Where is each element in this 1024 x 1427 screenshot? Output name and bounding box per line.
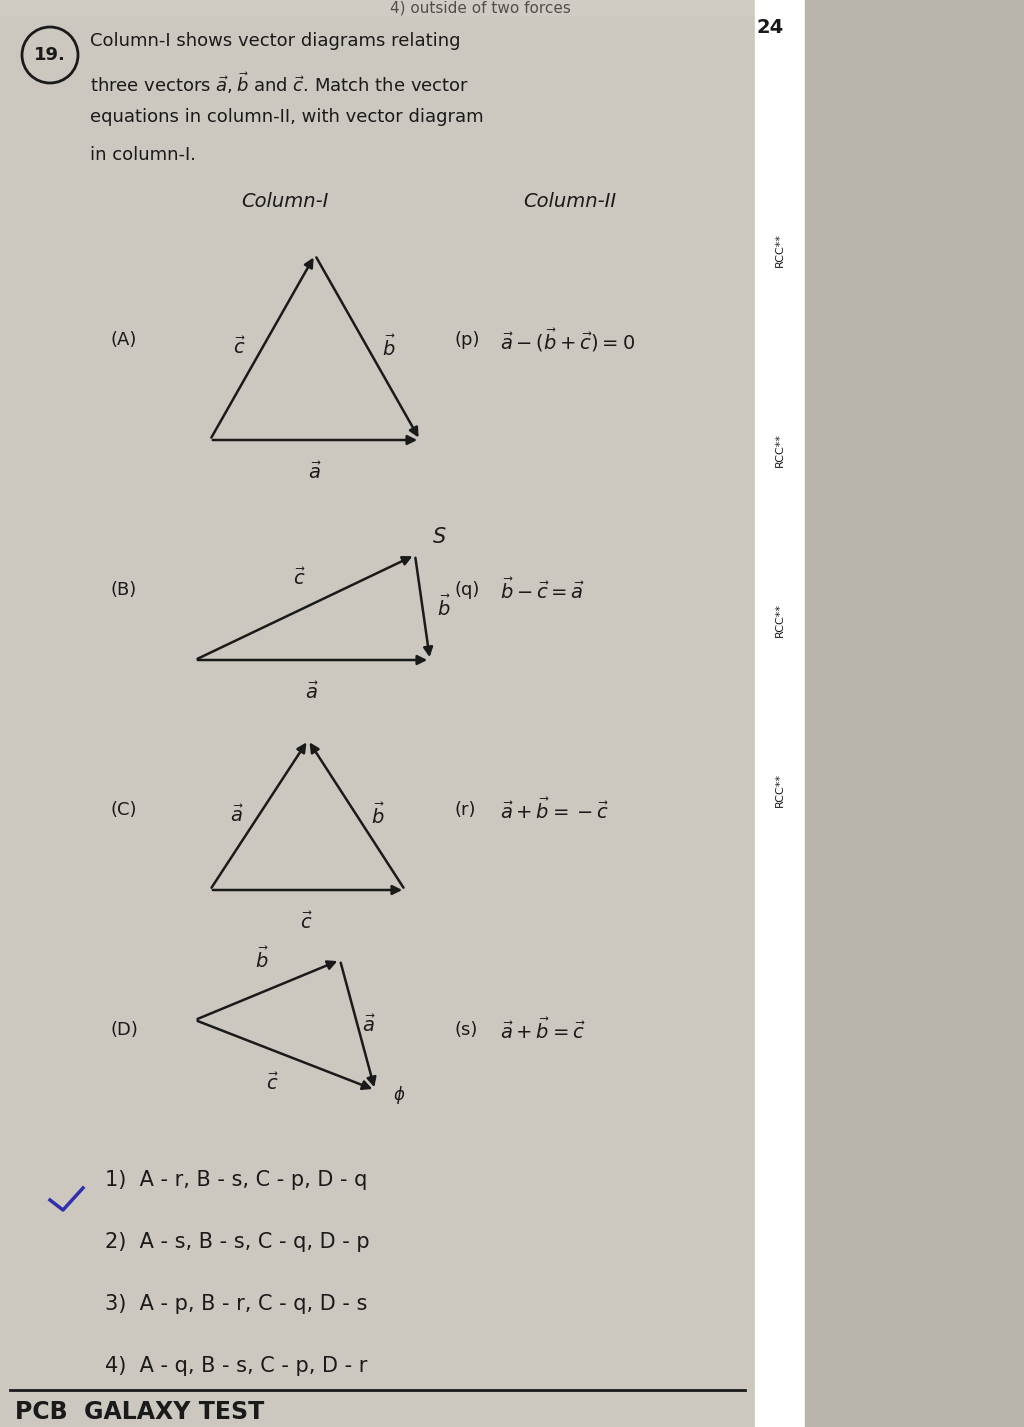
Text: $\vec{a}-(\vec{b}+\vec{c})=0$: $\vec{a}-(\vec{b}+\vec{c})=0$: [500, 327, 635, 354]
Text: 1)  A - r, B - s, C - p, D - q: 1) A - r, B - s, C - p, D - q: [105, 1170, 368, 1190]
Text: 2)  A - s, B - s, C - q, D - p: 2) A - s, B - s, C - q, D - p: [105, 1232, 370, 1251]
Text: Column-I shows vector diagrams relating: Column-I shows vector diagrams relating: [90, 31, 461, 50]
Text: PCB  GALAXY TEST: PCB GALAXY TEST: [15, 1400, 264, 1424]
Text: $\vec{c}$: $\vec{c}$: [233, 337, 247, 358]
Text: in column-I.: in column-I.: [90, 146, 196, 164]
Bar: [755, 0, 805, 1427]
Text: $\vec{a}+\vec{b}=\vec{c}$: $\vec{a}+\vec{b}=\vec{c}$: [500, 1017, 586, 1043]
Text: Column-II: Column-II: [523, 193, 616, 211]
Text: (p): (p): [455, 331, 480, 350]
Text: $\vec{a}$: $\vec{a}$: [230, 805, 244, 826]
Text: $\vec{b}$: $\vec{b}$: [382, 334, 396, 360]
Text: S: S: [433, 527, 446, 547]
Text: $\vec{c}$: $\vec{c}$: [266, 1073, 280, 1095]
Text: (D): (D): [110, 1020, 138, 1039]
Bar: [805, 0, 1024, 1427]
Text: 24: 24: [757, 19, 783, 37]
Text: (s): (s): [455, 1020, 478, 1039]
Text: three vectors $\vec{a},\vec{b}$ and $\vec{c}$. Match the vector: three vectors $\vec{a},\vec{b}$ and $\ve…: [90, 70, 469, 96]
Text: $\vec{c}$: $\vec{c}$: [300, 912, 313, 933]
Text: $\vec{a}$: $\vec{a}$: [305, 682, 318, 704]
Text: $\vec{c}$: $\vec{c}$: [293, 568, 306, 589]
Text: $\vec{b}$: $\vec{b}$: [437, 595, 451, 619]
Text: equations in column-II, with vector diagram: equations in column-II, with vector diag…: [90, 108, 483, 126]
Text: RCC**: RCC**: [775, 773, 785, 808]
Bar: [0, 0, 755, 16]
Text: $\vec{b}$: $\vec{b}$: [255, 946, 269, 972]
Text: $\vec{a}$: $\vec{a}$: [362, 1015, 376, 1036]
Text: RCC**: RCC**: [775, 432, 785, 467]
Text: (r): (r): [455, 801, 476, 819]
Text: $\vec{b}-\vec{c}=\vec{a}$: $\vec{b}-\vec{c}=\vec{a}$: [500, 578, 585, 602]
Text: $\phi$: $\phi$: [393, 1085, 406, 1106]
Text: (C): (C): [110, 801, 136, 819]
Text: $\vec{a}$: $\vec{a}$: [308, 462, 322, 484]
Text: $\vec{b}$: $\vec{b}$: [371, 802, 385, 828]
Text: (A): (A): [110, 331, 136, 350]
Text: (B): (B): [110, 581, 136, 599]
Text: 3)  A - p, B - r, C - q, D - s: 3) A - p, B - r, C - q, D - s: [105, 1294, 368, 1314]
Text: 4) outside of two forces: 4) outside of two forces: [389, 0, 570, 16]
Text: RCC**: RCC**: [775, 233, 785, 267]
Text: 4)  A - q, B - s, C - p, D - r: 4) A - q, B - s, C - p, D - r: [105, 1356, 368, 1376]
Text: 19.: 19.: [34, 46, 66, 64]
Text: (q): (q): [455, 581, 480, 599]
Text: $\vec{a}+\vec{b}=-\vec{c}$: $\vec{a}+\vec{b}=-\vec{c}$: [500, 798, 609, 822]
Text: Column-I: Column-I: [242, 193, 329, 211]
Text: RCC**: RCC**: [775, 604, 785, 636]
